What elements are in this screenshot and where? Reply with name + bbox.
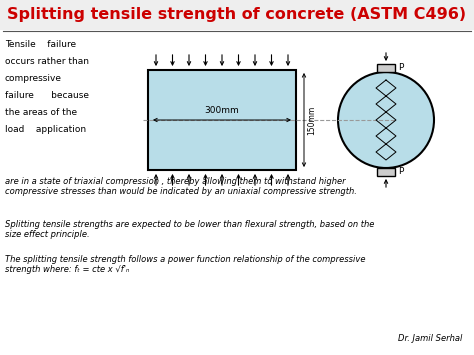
Text: Splitting tensile strength of concrete (ASTM C496): Splitting tensile strength of concrete (… <box>8 7 466 22</box>
Text: The splitting tensile strength follows a power function relationship of the comp: The splitting tensile strength follows a… <box>5 255 365 274</box>
Text: are in a state of triaxial compression , thereby allowing them to withstand high: are in a state of triaxial compression ,… <box>5 177 357 196</box>
Text: the areas of the: the areas of the <box>5 108 77 117</box>
Text: 150mm: 150mm <box>307 105 316 135</box>
Text: Dr. Jamil Serhal: Dr. Jamil Serhal <box>398 334 462 343</box>
Text: 300mm: 300mm <box>205 106 239 115</box>
Text: Tensile    failure: Tensile failure <box>5 40 76 49</box>
Text: Splitting tensile strengths are expected to be lower than flexural strength, bas: Splitting tensile strengths are expected… <box>5 220 374 239</box>
Text: load    application: load application <box>5 125 86 134</box>
Bar <box>0 0 474 30</box>
Text: P: P <box>398 64 403 72</box>
Text: occurs rather than: occurs rather than <box>5 57 89 66</box>
Text: failure      because: failure because <box>5 91 89 100</box>
Bar <box>377 168 395 176</box>
Text: P: P <box>398 168 403 176</box>
Bar <box>377 64 395 72</box>
Bar <box>148 70 296 170</box>
Text: compressive: compressive <box>5 74 62 83</box>
Circle shape <box>338 72 434 168</box>
